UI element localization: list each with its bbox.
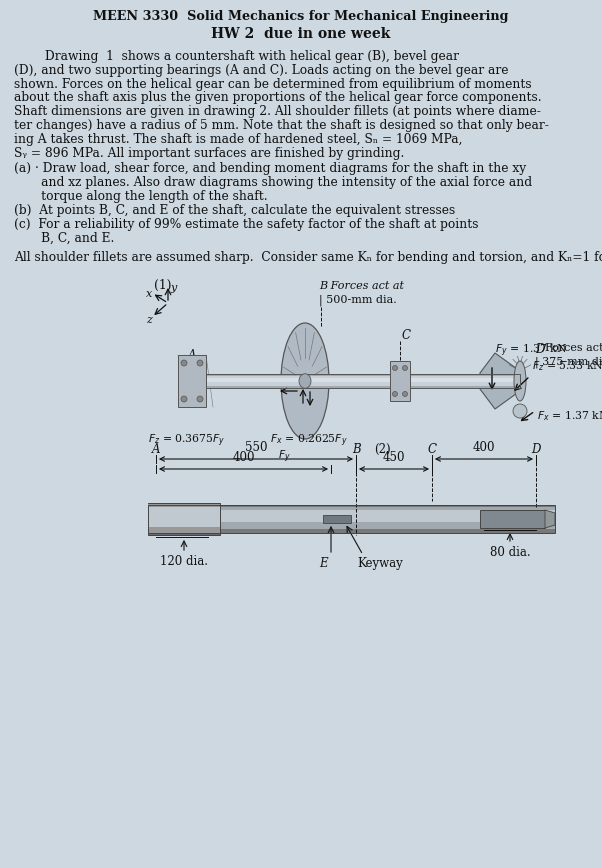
Bar — [148, 504, 220, 534]
Text: $F_z$ = 5.33 kN: $F_z$ = 5.33 kN — [532, 359, 602, 373]
Ellipse shape — [299, 374, 311, 388]
Text: B Forces act at: B Forces act at — [319, 281, 404, 291]
Text: 400: 400 — [473, 441, 495, 454]
Text: Drawing  1  shows a countershaft with helical gear (B), bevel gear: Drawing 1 shows a countershaft with heli… — [14, 50, 459, 63]
Circle shape — [181, 360, 187, 366]
Text: | 375-mm dia.: | 375-mm dia. — [535, 356, 602, 367]
Circle shape — [197, 396, 203, 402]
Text: $F_y$ = 1.37 kN: $F_y$ = 1.37 kN — [495, 343, 568, 359]
Ellipse shape — [281, 323, 329, 439]
Text: about the shaft axis plus the given proportions of the helical gear force compon: about the shaft axis plus the given prop… — [14, 91, 542, 104]
Text: | 500-mm dia.: | 500-mm dia. — [319, 294, 397, 306]
Text: ter changes) have a radius of 5 mm. Note that the shaft is designed so that only: ter changes) have a radius of 5 mm. Note… — [14, 119, 549, 132]
Bar — [206, 374, 520, 388]
Text: D: D — [535, 343, 544, 356]
Text: (1): (1) — [154, 279, 172, 292]
Text: (c)  For a reliability of 99% estimate the safety factor of the shaft at points: (c) For a reliability of 99% estimate th… — [14, 218, 479, 231]
Text: x: x — [146, 289, 152, 299]
Bar — [178, 355, 206, 407]
Bar — [148, 507, 220, 527]
Text: ing A takes thrust. The shaft is made of hardened steel, Sₙ = 1069 MPa,: ing A takes thrust. The shaft is made of… — [14, 133, 462, 146]
Circle shape — [403, 391, 408, 397]
Bar — [148, 503, 220, 535]
Text: (b)  At points B, C, and E of the shaft, calculate the equivalent stresses: (b) At points B, C, and E of the shaft, … — [14, 204, 455, 217]
Circle shape — [403, 365, 408, 371]
Text: Forces act at: Forces act at — [545, 343, 602, 353]
Text: 450: 450 — [383, 451, 405, 464]
Text: $F_z$ = 0.3675$F_y$: $F_z$ = 0.3675$F_y$ — [148, 433, 226, 450]
Text: z: z — [146, 315, 152, 325]
Text: C: C — [402, 329, 411, 342]
Text: 550: 550 — [245, 441, 267, 454]
Circle shape — [513, 404, 527, 418]
Bar — [390, 361, 410, 401]
Text: 80 dia.: 80 dia. — [489, 546, 530, 559]
Text: (D), and two supporting bearings (A and C). Loads acting on the bevel gear are: (D), and two supporting bearings (A and … — [14, 64, 509, 76]
Text: $F_x$ = 1.37 kN: $F_x$ = 1.37 kN — [537, 409, 602, 423]
Bar — [206, 378, 520, 382]
Text: E: E — [318, 557, 327, 570]
Text: +: + — [512, 403, 522, 413]
Text: (a) · Draw load, shear force, and bending moment diagrams for the shaft in the x: (a) · Draw load, shear force, and bendin… — [14, 162, 526, 175]
Text: A: A — [152, 443, 160, 456]
Bar — [323, 515, 351, 523]
Text: shown. Forces on the helical gear can be determined from equilibrium of moments: shown. Forces on the helical gear can be… — [14, 77, 532, 90]
Circle shape — [393, 365, 397, 371]
Circle shape — [393, 391, 397, 397]
Polygon shape — [545, 510, 555, 528]
Text: D: D — [532, 443, 541, 456]
Text: torque along the length of the shaft.: torque along the length of the shaft. — [14, 190, 268, 203]
Text: Keyway: Keyway — [357, 557, 403, 570]
Text: and xz planes. Also draw diagrams showing the intensity of the axial force and: and xz planes. Also draw diagrams showin… — [14, 176, 532, 189]
Text: $F_y$: $F_y$ — [278, 449, 291, 465]
Bar — [480, 510, 545, 528]
Text: 400: 400 — [232, 451, 255, 464]
Ellipse shape — [514, 361, 526, 401]
Text: Sᵧ = 896 MPa. All important surfaces are finished by grinding.: Sᵧ = 896 MPa. All important surfaces are… — [14, 147, 405, 160]
Bar — [148, 505, 555, 533]
Text: 120 dia.: 120 dia. — [160, 555, 208, 568]
Text: Shaft dimensions are given in drawing 2. All shoulder fillets (at points where d: Shaft dimensions are given in drawing 2.… — [14, 105, 541, 118]
Text: (2): (2) — [374, 443, 390, 456]
Text: B: B — [352, 443, 361, 456]
Text: A: A — [188, 349, 196, 362]
Bar — [148, 507, 555, 529]
Circle shape — [181, 396, 187, 402]
Text: MEEN 3330  Solid Mechanics for Mechanical Engineering: MEEN 3330 Solid Mechanics for Mechanical… — [93, 10, 509, 23]
Text: C: C — [427, 443, 436, 456]
Text: HW 2  due in one week: HW 2 due in one week — [211, 27, 391, 41]
Bar — [148, 505, 555, 533]
Text: $F_x$ = 0.2625$F_y$: $F_x$ = 0.2625$F_y$ — [270, 433, 348, 450]
Bar — [206, 374, 520, 388]
Polygon shape — [480, 353, 520, 409]
Text: All shoulder fillets are assumed sharp.  Consider same Kₙ for bending and torsio: All shoulder fillets are assumed sharp. … — [14, 251, 602, 264]
Bar — [206, 376, 520, 386]
Text: y: y — [170, 283, 176, 293]
Text: B, C, and E.: B, C, and E. — [14, 232, 114, 245]
Bar — [148, 510, 555, 522]
Circle shape — [197, 360, 203, 366]
